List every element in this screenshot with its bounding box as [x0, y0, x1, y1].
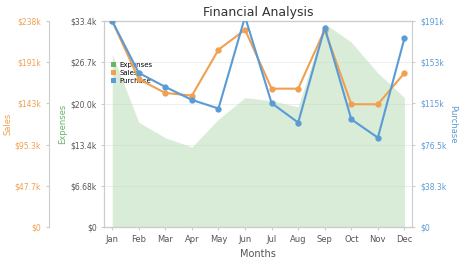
- Legend: Expenses, Sales, Purchase: Expenses, Sales, Purchase: [111, 62, 152, 84]
- X-axis label: Months: Months: [240, 249, 276, 259]
- Y-axis label: Expenses: Expenses: [58, 104, 67, 144]
- Y-axis label: Purchase: Purchase: [448, 105, 457, 143]
- Y-axis label: Sales: Sales: [3, 113, 12, 135]
- Title: Financial Analysis: Financial Analysis: [203, 6, 314, 19]
